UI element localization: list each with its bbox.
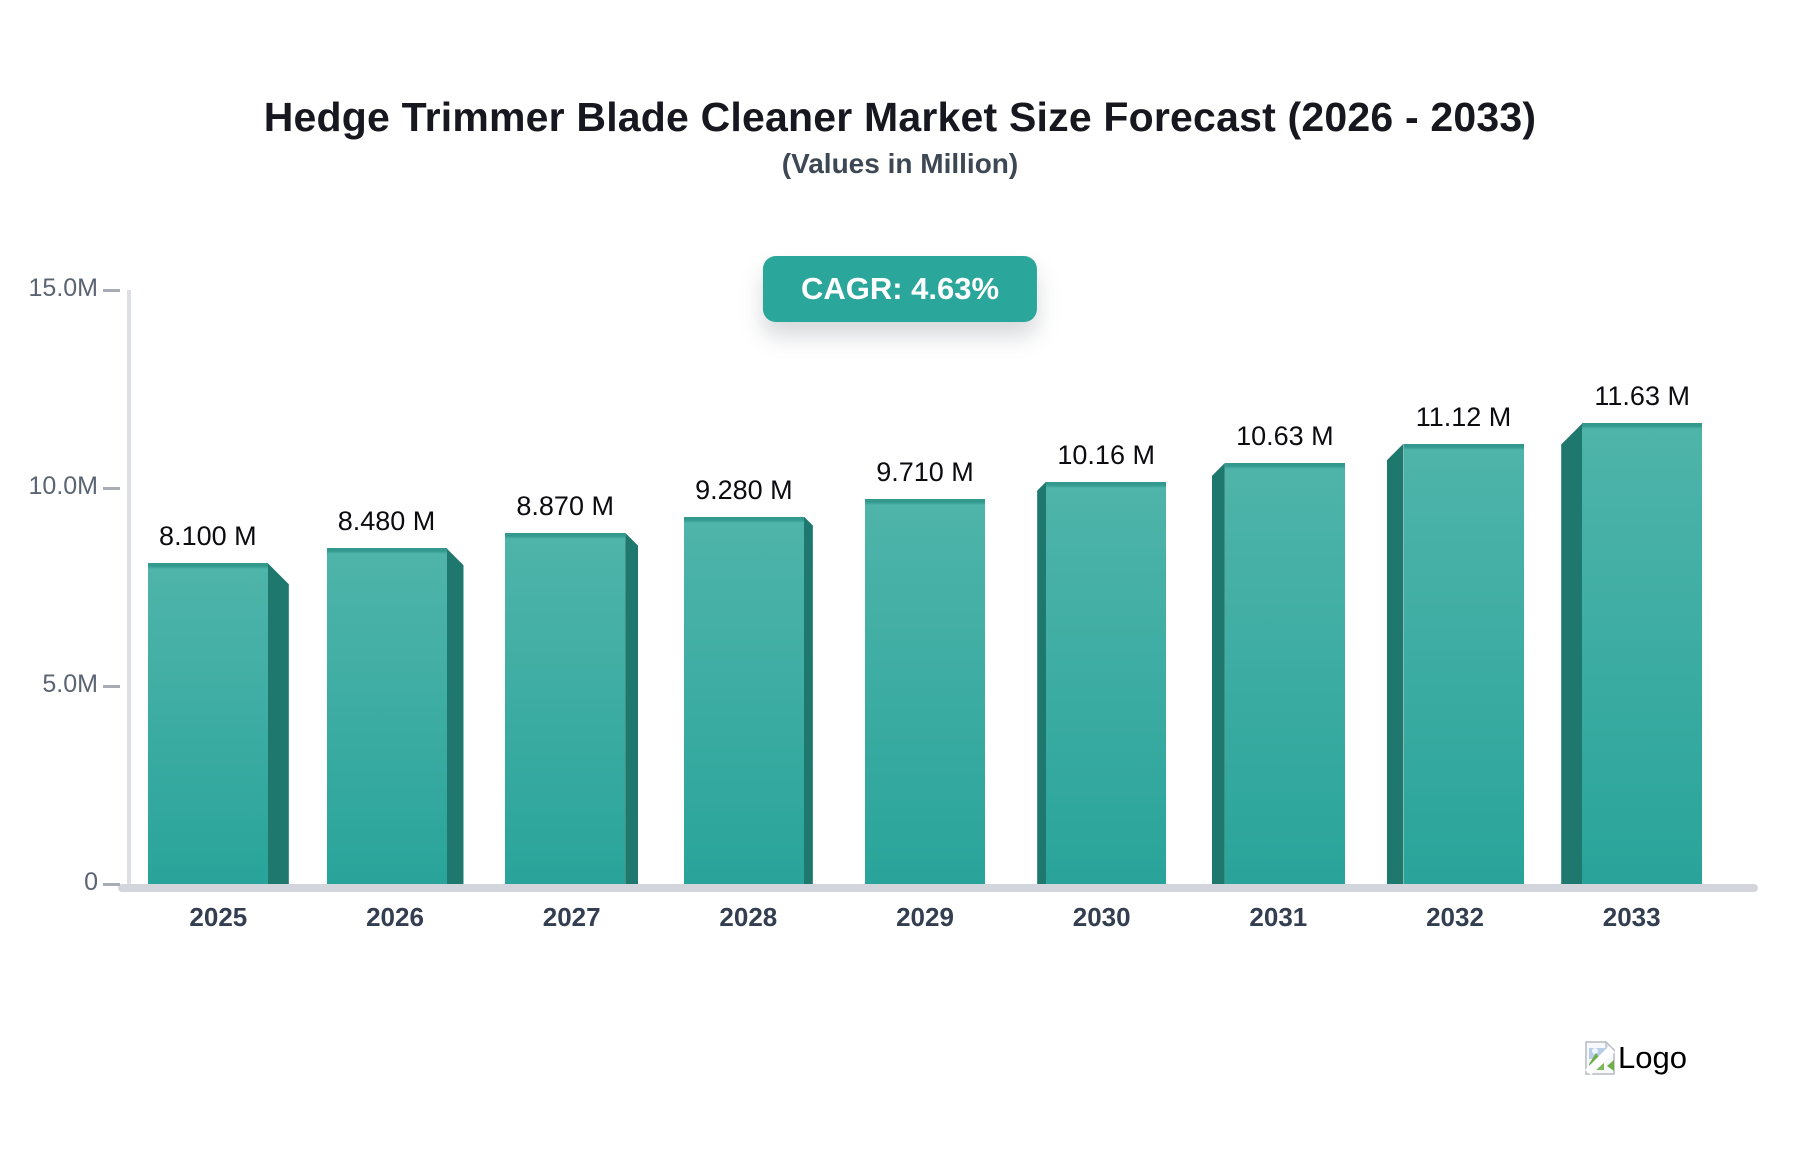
cagr-badge: CAGR: 4.63% bbox=[762, 256, 1038, 322]
bar-face bbox=[865, 499, 985, 884]
y-tick-label: 5.0M bbox=[42, 670, 98, 698]
bar: 10.63 M bbox=[1211, 421, 1345, 884]
bar: 9.280 M bbox=[683, 475, 813, 884]
bar-value-label: 8.480 M bbox=[337, 506, 436, 537]
bar-face bbox=[147, 563, 268, 884]
bar-value-label: 9.280 M bbox=[695, 474, 793, 505]
chart-subtitle: (Values in Million) bbox=[781, 148, 1019, 179]
bar: 8.100 M bbox=[147, 521, 289, 884]
y-tick-mark bbox=[103, 487, 120, 490]
y-tick-mark bbox=[103, 883, 120, 886]
bar-side-face bbox=[1037, 481, 1047, 884]
bar-value-label: 8.870 M bbox=[516, 490, 614, 521]
y-tick-label: 0 bbox=[84, 868, 98, 896]
y-tick-label: 10.0M bbox=[28, 472, 98, 500]
bar-value-label: 11.63 M bbox=[1594, 381, 1690, 412]
x-axis-label: 2033 bbox=[1602, 902, 1661, 932]
bar-side-face bbox=[803, 516, 813, 884]
bar-side-face bbox=[1386, 443, 1404, 884]
bar: 8.480 M bbox=[326, 506, 464, 884]
bar: 11.63 M bbox=[1561, 381, 1703, 884]
x-axis-baseline bbox=[118, 884, 1758, 892]
y-tick-mark bbox=[103, 685, 120, 688]
bar-face bbox=[1403, 443, 1524, 884]
bar: 8.870 M bbox=[505, 491, 639, 884]
bar-side-face bbox=[267, 563, 289, 884]
bar-value-label: 10.16 M bbox=[1057, 439, 1155, 470]
bar-value-label: 10.63 M bbox=[1236, 421, 1334, 452]
bar-side-face bbox=[1561, 423, 1583, 884]
bar-side-face bbox=[625, 532, 639, 884]
bar-face bbox=[1046, 481, 1167, 884]
y-tick-label: 15.0M bbox=[28, 274, 98, 302]
bar-value-label: 9.710 M bbox=[876, 457, 974, 488]
bar-side-face bbox=[446, 548, 464, 884]
logo-text: Logo bbox=[1618, 1040, 1687, 1075]
x-axis-label: 2027 bbox=[542, 902, 601, 932]
bar-face bbox=[1224, 463, 1345, 884]
x-axis-label: 2031 bbox=[1249, 902, 1308, 932]
bar-face bbox=[1582, 423, 1703, 884]
y-axis-line bbox=[127, 290, 131, 892]
bar-face bbox=[505, 532, 626, 884]
x-axis-label: 2026 bbox=[366, 902, 424, 932]
bar: 9.710 M bbox=[865, 457, 985, 884]
bar-value-label: 8.100 M bbox=[159, 521, 257, 552]
x-axis-label: 2028 bbox=[719, 902, 778, 932]
chart-title: Hedge Trimmer Blade Cleaner Market Size … bbox=[263, 94, 1537, 140]
y-tick-mark bbox=[103, 289, 120, 292]
x-axis-label: 2032 bbox=[1426, 902, 1484, 932]
x-axis-label: 2030 bbox=[1072, 902, 1131, 932]
x-axis-label: 2029 bbox=[896, 902, 954, 932]
bar-side-face bbox=[1211, 463, 1225, 884]
bar-value-label: 11.12 M bbox=[1415, 401, 1512, 432]
bar-face bbox=[683, 516, 804, 884]
broken-image-icon bbox=[1583, 1040, 1617, 1076]
x-axis-label: 2025 bbox=[189, 902, 248, 932]
logo: Logo bbox=[1583, 1038, 1687, 1078]
bar: 11.12 M bbox=[1386, 402, 1524, 884]
bar-face bbox=[326, 548, 447, 884]
bar: 10.16 M bbox=[1037, 440, 1167, 884]
